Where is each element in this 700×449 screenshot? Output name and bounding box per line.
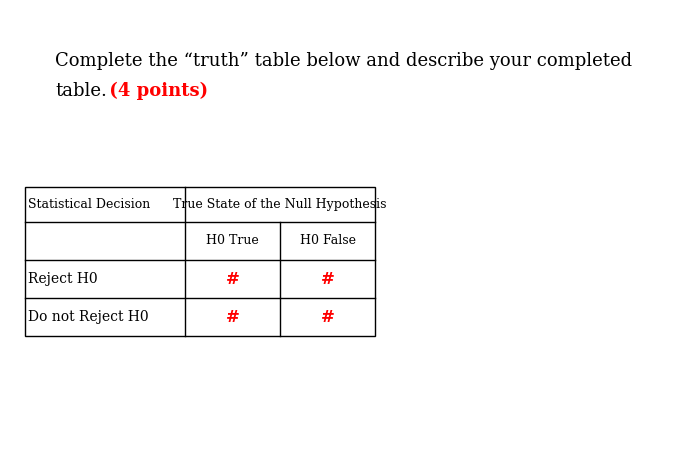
Text: H0 True: H0 True bbox=[206, 234, 259, 247]
Text: Statistical Decision: Statistical Decision bbox=[28, 198, 150, 211]
Text: table.: table. bbox=[55, 82, 107, 100]
Text: (4 points): (4 points) bbox=[103, 82, 208, 100]
Text: True State of the Null Hypothesis: True State of the Null Hypothesis bbox=[174, 198, 386, 211]
Text: Complete the “truth” table below and describe your completed: Complete the “truth” table below and des… bbox=[55, 52, 632, 70]
Text: #: # bbox=[225, 270, 239, 287]
Text: #: # bbox=[321, 270, 335, 287]
Text: Do not Reject H0: Do not Reject H0 bbox=[28, 310, 148, 324]
Text: Reject H0: Reject H0 bbox=[28, 272, 97, 286]
Bar bbox=[25, 187, 375, 336]
Text: #: # bbox=[225, 308, 239, 326]
Text: #: # bbox=[321, 308, 335, 326]
Text: H0 False: H0 False bbox=[300, 234, 356, 247]
